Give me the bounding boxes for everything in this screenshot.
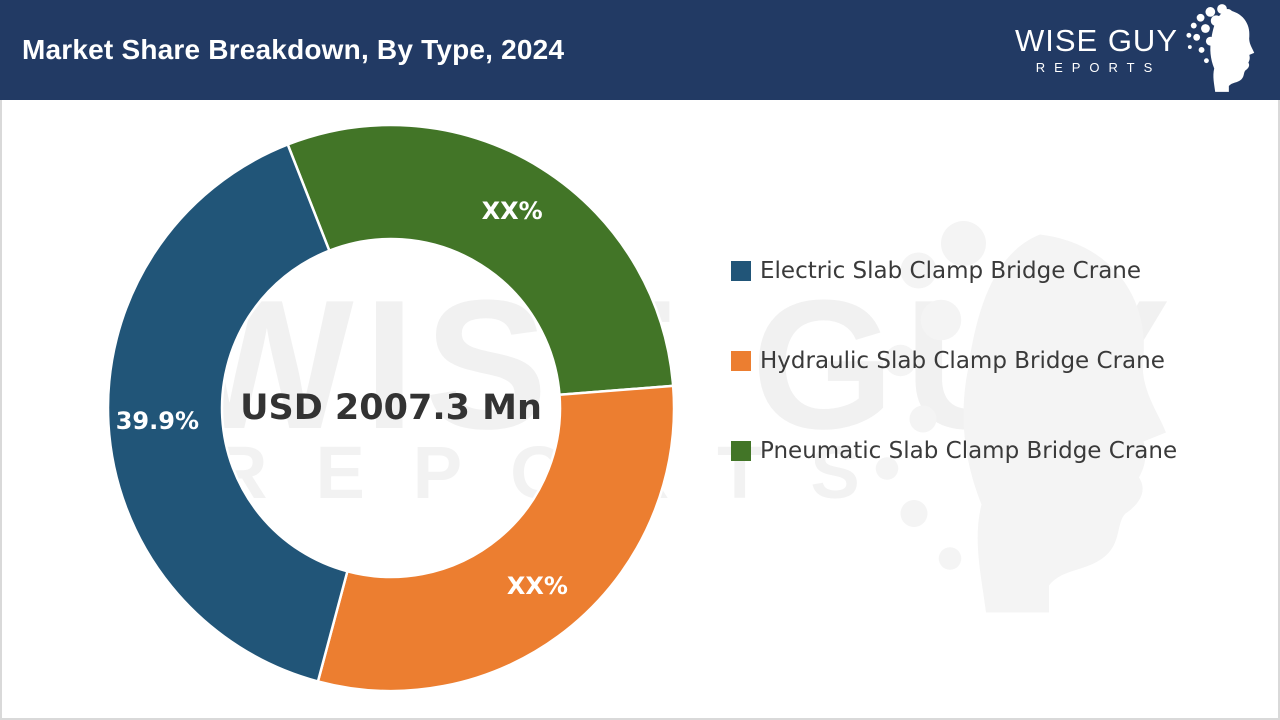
legend-swatch [731, 351, 751, 371]
legend-swatch [731, 441, 751, 461]
header-bar: Market Share Breakdown, By Type, 2024 WI… [0, 0, 1280, 100]
chart-legend: Electric Slab Clamp Bridge Crane Hydrauli… [731, 258, 1178, 530]
segment-percent-label: XX% [506, 572, 568, 601]
legend-item[interactable]: Pneumatic Slab Clamp Bridge Crane [731, 438, 1178, 464]
legend-item[interactable]: Hydraulic Slab Clamp Bridge Crane [731, 348, 1177, 374]
brand-face-icon [1184, 3, 1262, 97]
segment-percent-label: 39.9% [115, 407, 199, 436]
center-value-label: USD 2007.3 Mn [240, 388, 542, 428]
donut-segment[interactable] [106, 142, 349, 683]
segment-percent-label: XX% [481, 197, 543, 226]
brand-logo: WISE GUY REPORTS [1015, 3, 1262, 97]
brand-logo-text: WISE GUY REPORTS [1015, 25, 1178, 75]
donut-segment[interactable] [286, 123, 675, 397]
legend-label: Hydraulic Slab Clamp Bridge Crane [760, 348, 1165, 374]
brand-subname: REPORTS [1035, 59, 1162, 75]
legend-label: Pneumatic Slab Clamp Bridge Crane [760, 438, 1178, 464]
legend-item[interactable]: Electric Slab Clamp Bridge Crane [731, 258, 1177, 284]
donut-segment[interactable] [316, 384, 676, 693]
brand-name: WISE GUY [1014, 23, 1178, 59]
legend-swatch [731, 261, 751, 281]
donut-chart [106, 123, 676, 693]
legend-label: Electric Slab Clamp Bridge Crane [760, 258, 1142, 284]
page-title: Market Share Breakdown, By Type, 2024 [22, 34, 565, 65]
